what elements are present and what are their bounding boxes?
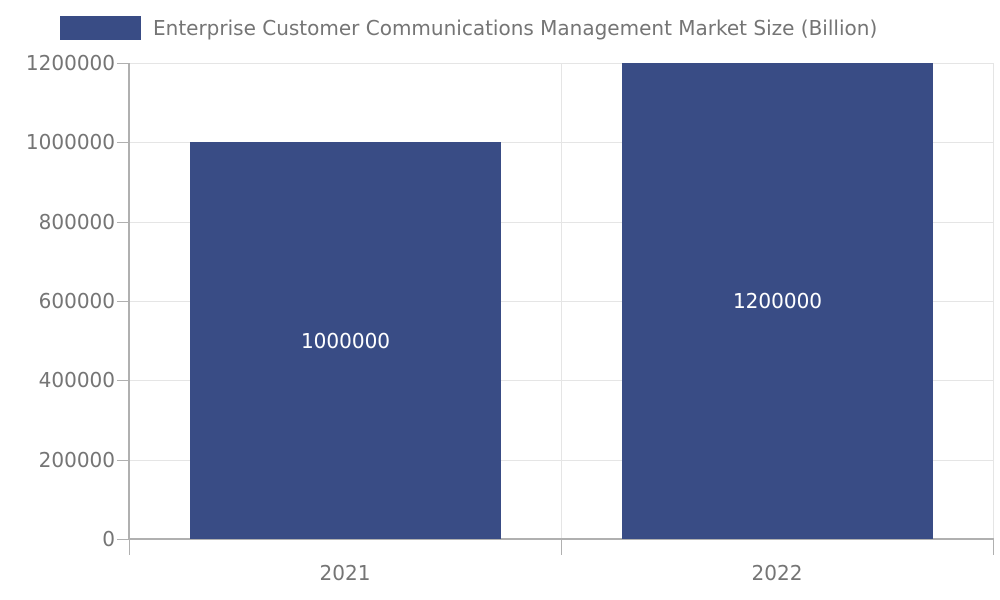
- y-axis-line: [128, 63, 130, 539]
- y-tick-label: 600000: [38, 289, 115, 313]
- legend-item[interactable]: Enterprise Customer Communications Manag…: [60, 15, 877, 41]
- gridline-vertical: [561, 63, 562, 539]
- bar-2022[interactable]: 1200000: [622, 63, 933, 539]
- y-axis-tick: [117, 142, 129, 143]
- bar-value-label: 1200000: [732, 289, 823, 313]
- y-axis-tick: [117, 460, 129, 461]
- legend-swatch: [60, 16, 141, 40]
- y-axis-tick: [117, 539, 129, 540]
- x-axis-tick: [993, 539, 994, 555]
- y-axis-tick: [117, 380, 129, 381]
- x-tick-label: 2022: [751, 561, 803, 585]
- y-tick-label: 1000000: [25, 130, 115, 154]
- x-tick-label: 2021: [319, 561, 371, 585]
- y-tick-label: 0: [102, 527, 115, 551]
- y-tick-label: 400000: [38, 368, 115, 392]
- y-axis-tick: [117, 63, 129, 64]
- bar-value-label: 1000000: [300, 328, 391, 353]
- x-axis-tick: [561, 539, 562, 555]
- y-tick-label: 1200000: [25, 51, 115, 75]
- y-tick-label: 800000: [38, 210, 115, 234]
- x-axis-line: [128, 538, 994, 540]
- legend-label: Enterprise Customer Communications Manag…: [153, 16, 878, 40]
- bar-2021[interactable]: 1000000: [190, 142, 501, 539]
- y-axis-tick: [117, 222, 129, 223]
- gridline-vertical: [993, 63, 994, 539]
- y-tick-label: 200000: [38, 448, 115, 472]
- y-axis-tick: [117, 301, 129, 302]
- x-axis-tick: [129, 539, 130, 555]
